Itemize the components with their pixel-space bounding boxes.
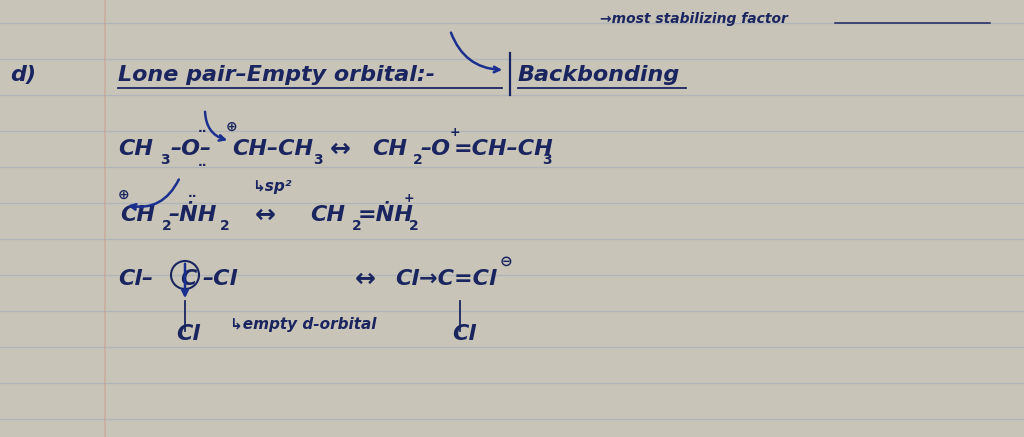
Text: Cl: Cl — [452, 324, 476, 344]
Text: 2: 2 — [352, 219, 361, 233]
Text: ↔: ↔ — [355, 267, 376, 291]
Text: Cl→C=Cl: Cl→C=Cl — [395, 269, 497, 289]
Text: =CH–CH: =CH–CH — [454, 139, 554, 159]
Text: –ṄH: –ṄH — [168, 205, 216, 225]
Text: CH–CH: CH–CH — [232, 139, 313, 159]
Text: ··: ·· — [188, 191, 198, 204]
Text: ↳sp²: ↳sp² — [252, 180, 292, 194]
Text: 3: 3 — [542, 153, 552, 167]
Text: 2: 2 — [409, 219, 419, 233]
Text: CH: CH — [118, 139, 153, 159]
Text: 3: 3 — [313, 153, 323, 167]
Text: Cl: Cl — [176, 324, 200, 344]
Text: ⊕: ⊕ — [226, 120, 238, 134]
Text: ↔: ↔ — [330, 137, 351, 161]
Text: ↳empty d-orbital: ↳empty d-orbital — [230, 316, 377, 332]
Text: Cl–: Cl– — [118, 269, 154, 289]
Text: +: + — [450, 125, 461, 139]
Text: –Cl: –Cl — [202, 269, 238, 289]
Text: 3: 3 — [160, 153, 170, 167]
Text: +: + — [404, 191, 415, 205]
Text: ⊖: ⊖ — [500, 253, 513, 268]
Text: ⊕: ⊕ — [118, 188, 130, 202]
Text: C: C — [180, 269, 197, 289]
Text: Backbonding: Backbonding — [518, 65, 680, 85]
Text: CH: CH — [372, 139, 407, 159]
Text: CH: CH — [310, 205, 345, 225]
Text: ··: ·· — [198, 160, 208, 173]
Text: 2: 2 — [162, 219, 172, 233]
Text: =ṄH: =ṄH — [358, 205, 414, 225]
Text: CH: CH — [120, 205, 155, 225]
Text: –O: –O — [420, 139, 450, 159]
Text: 2: 2 — [413, 153, 423, 167]
Text: ··: ·· — [198, 125, 208, 139]
Text: →most stabilizing factor: →most stabilizing factor — [600, 12, 787, 26]
Text: 2: 2 — [220, 219, 229, 233]
Text: ↔: ↔ — [255, 203, 276, 227]
Text: –O–: –O– — [170, 139, 211, 159]
Text: Lone pair–Empty orbital:-: Lone pair–Empty orbital:- — [118, 65, 435, 85]
Text: d): d) — [10, 65, 36, 85]
